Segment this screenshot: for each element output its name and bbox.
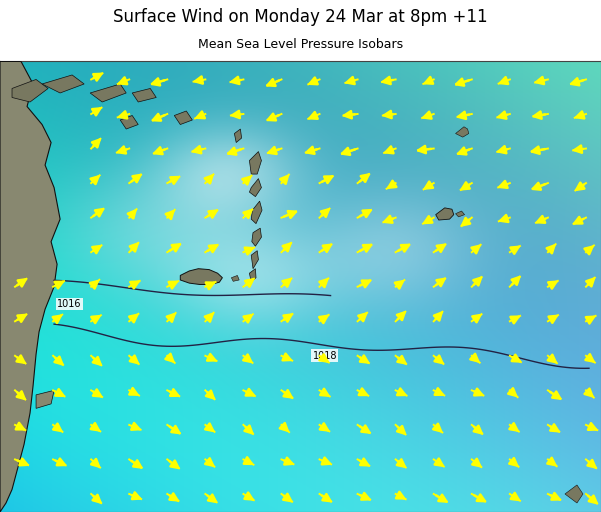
Polygon shape — [231, 275, 239, 281]
Polygon shape — [180, 269, 222, 285]
Polygon shape — [251, 201, 262, 224]
Polygon shape — [249, 269, 256, 282]
Polygon shape — [0, 61, 60, 512]
Polygon shape — [90, 84, 126, 102]
Polygon shape — [249, 179, 261, 197]
Polygon shape — [565, 485, 583, 503]
Polygon shape — [234, 129, 242, 142]
Text: Mean Sea Level Pressure Isobars: Mean Sea Level Pressure Isobars — [198, 38, 403, 51]
Polygon shape — [120, 116, 138, 129]
Polygon shape — [436, 208, 454, 220]
Polygon shape — [251, 251, 258, 269]
Polygon shape — [252, 228, 261, 246]
Polygon shape — [249, 152, 261, 174]
Text: 1016: 1016 — [57, 299, 82, 309]
Polygon shape — [42, 75, 84, 93]
Polygon shape — [456, 211, 465, 217]
Polygon shape — [132, 89, 156, 102]
Polygon shape — [174, 111, 192, 124]
Polygon shape — [36, 390, 54, 409]
Polygon shape — [12, 79, 48, 102]
Polygon shape — [456, 127, 469, 137]
Text: Surface Wind on Monday 24 Mar at 8pm +11: Surface Wind on Monday 24 Mar at 8pm +11 — [113, 8, 488, 26]
Text: 1018: 1018 — [313, 351, 337, 361]
